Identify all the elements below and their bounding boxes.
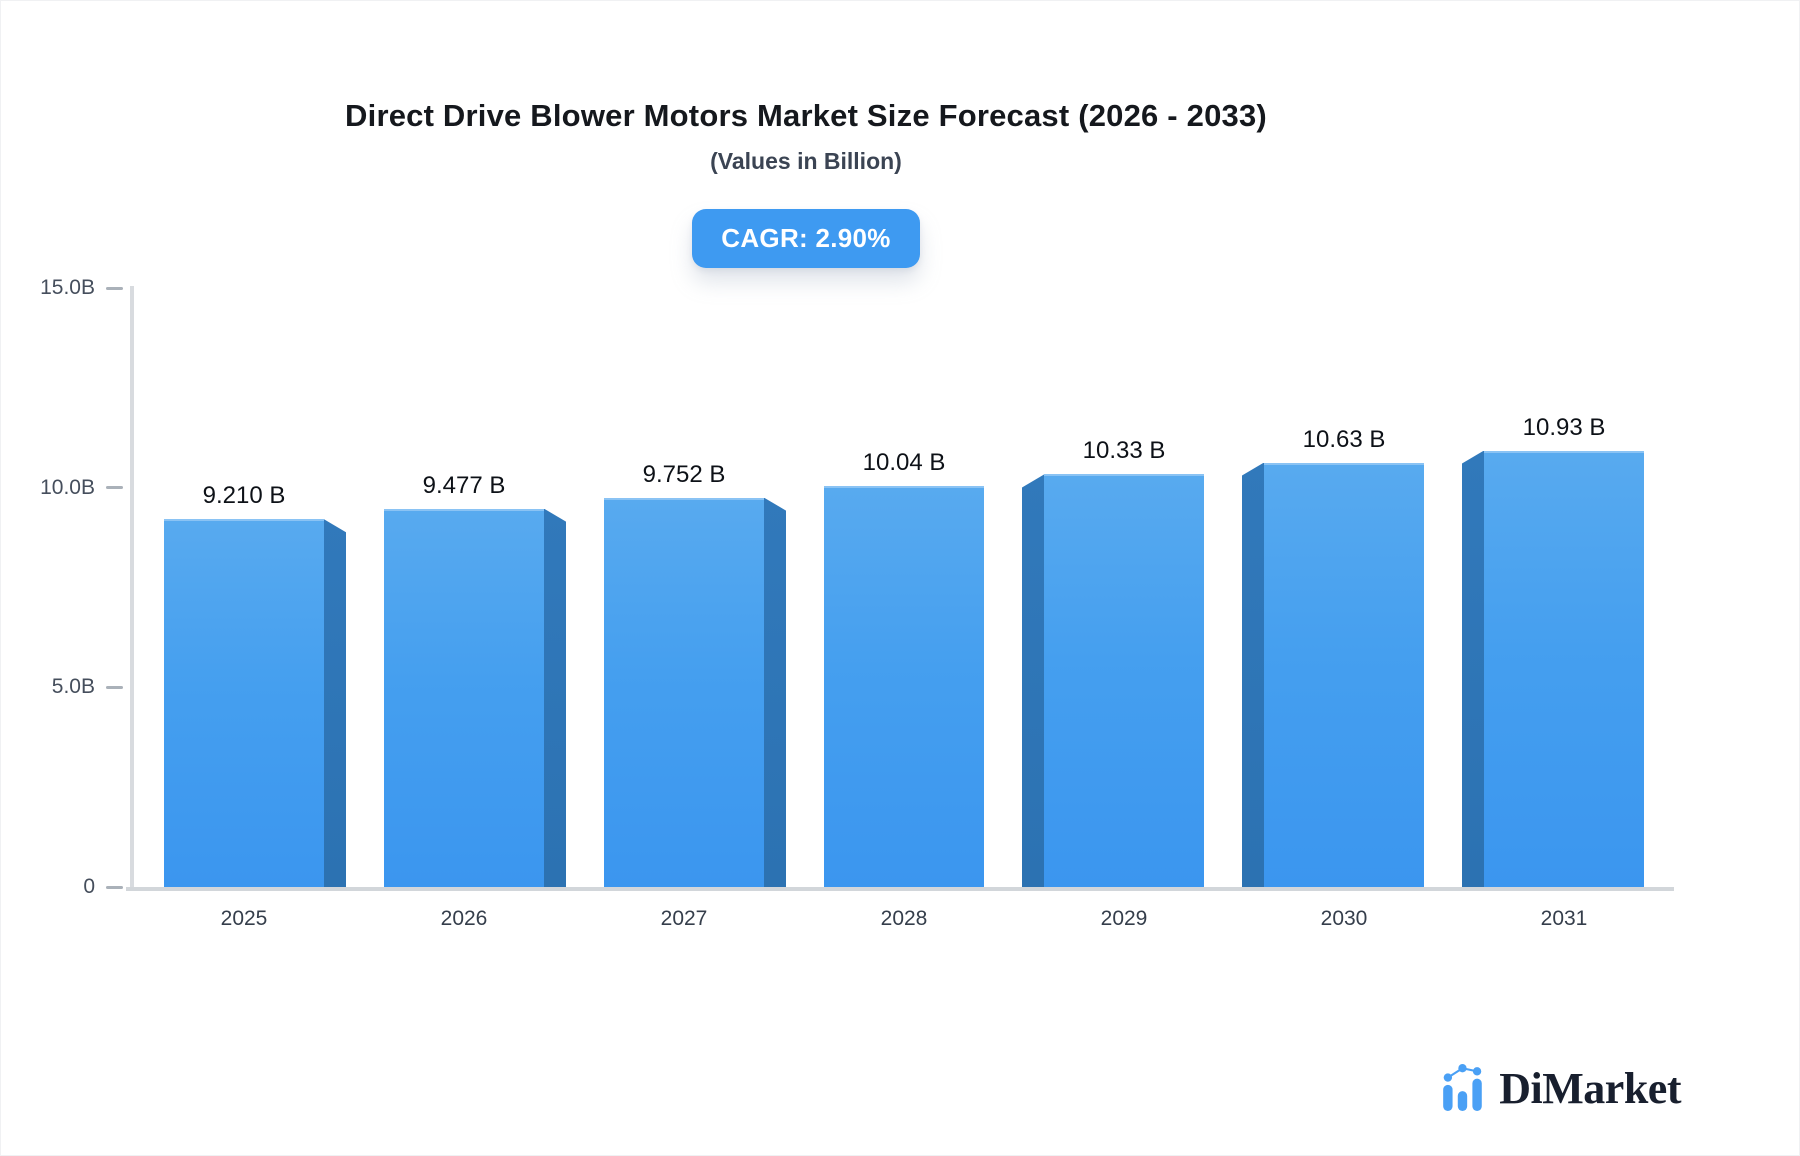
bar-value-label: 9.752 B bbox=[642, 460, 726, 488]
x-axis-label: 2028 bbox=[880, 907, 928, 930]
bar bbox=[1462, 450, 1644, 887]
y-axis-tick: 15.0B bbox=[40, 276, 123, 300]
bar-side-face bbox=[544, 508, 566, 887]
bar bbox=[1242, 462, 1424, 887]
chart-subtitle: (Values in Billion) bbox=[710, 148, 902, 174]
bar-column: 9.752 B 2027 bbox=[574, 288, 794, 930]
bar-column: 10.93 B 2031 bbox=[1454, 288, 1674, 930]
y-axis-tick-label: 5.0B bbox=[51, 675, 95, 699]
bar-front-face bbox=[384, 508, 544, 887]
bar bbox=[824, 486, 984, 887]
chart-title: Direct Drive Blower Motors Market Size F… bbox=[345, 98, 1267, 133]
bar-line-chart-icon bbox=[1443, 1064, 1483, 1111]
bar-value-label: 10.04 B bbox=[862, 449, 946, 477]
bar-column: 9.210 B 2025 bbox=[134, 288, 354, 930]
y-axis-tick: 10.0B bbox=[40, 476, 123, 500]
y-axis-tick-mark bbox=[106, 885, 123, 889]
x-axis-label: 2025 bbox=[220, 907, 268, 930]
bar-side-face bbox=[764, 497, 786, 887]
y-axis-tick: 0 bbox=[83, 875, 123, 899]
bar-front-face bbox=[164, 519, 324, 887]
bar-column: 10.63 B 2030 bbox=[1234, 288, 1454, 930]
bar-value-label: 10.63 B bbox=[1302, 425, 1386, 453]
x-axis-label: 2026 bbox=[440, 907, 488, 930]
plot-area: 0 5.0B 10.0B 15.0B 9.210 B 2025 9.477 B 2026 9.7… bbox=[40, 276, 1674, 930]
bar-front-face bbox=[824, 486, 984, 887]
bar-front-face bbox=[604, 497, 764, 887]
chart-header: Direct Drive Blower Motors Market Size F… bbox=[1, 1, 1611, 268]
brand-logo: DiMarket bbox=[1440, 1063, 1681, 1111]
bar-side-face bbox=[324, 519, 346, 887]
bar bbox=[384, 508, 566, 887]
bar-front-face bbox=[1264, 462, 1424, 887]
bar-value-label: 9.210 B bbox=[202, 482, 286, 510]
y-axis-tick: 5.0B bbox=[52, 675, 123, 699]
x-axis-label: 2029 bbox=[1100, 907, 1148, 930]
bar-value-label: 10.93 B bbox=[1522, 413, 1606, 441]
bar-front-face bbox=[1044, 474, 1204, 887]
bar-side-face bbox=[1462, 450, 1484, 887]
y-axis-tick-label: 10.0B bbox=[40, 475, 95, 499]
bar-side-face bbox=[1242, 462, 1264, 887]
bar-side-face bbox=[1022, 474, 1044, 887]
x-axis-label: 2030 bbox=[1320, 907, 1368, 930]
x-axis-label: 2027 bbox=[660, 907, 708, 930]
bar bbox=[604, 497, 786, 887]
bar bbox=[1022, 474, 1204, 887]
x-axis-label: 2031 bbox=[1540, 907, 1588, 930]
y-axis-tick-mark bbox=[106, 685, 123, 689]
bar bbox=[164, 519, 346, 887]
bar-value-label: 10.33 B bbox=[1082, 437, 1166, 465]
y-axis-tick-mark bbox=[106, 486, 123, 490]
bar-value-label: 9.477 B bbox=[422, 471, 506, 499]
y-axis-tick-label: 0 bbox=[83, 875, 95, 898]
bar-front-face bbox=[1484, 450, 1644, 887]
brand-logo-text: DiMarket bbox=[1499, 1064, 1681, 1113]
y-axis-tick-mark bbox=[106, 286, 123, 290]
y-axis-tick-label: 15.0B bbox=[40, 276, 95, 299]
bar-column: 9.477 B 2026 bbox=[354, 288, 574, 930]
bar-column: 10.33 B 2029 bbox=[1014, 288, 1234, 930]
bar-column: 10.04 B 2028 bbox=[794, 288, 1014, 930]
cagr-badge: CAGR: 2.90% bbox=[692, 209, 920, 268]
